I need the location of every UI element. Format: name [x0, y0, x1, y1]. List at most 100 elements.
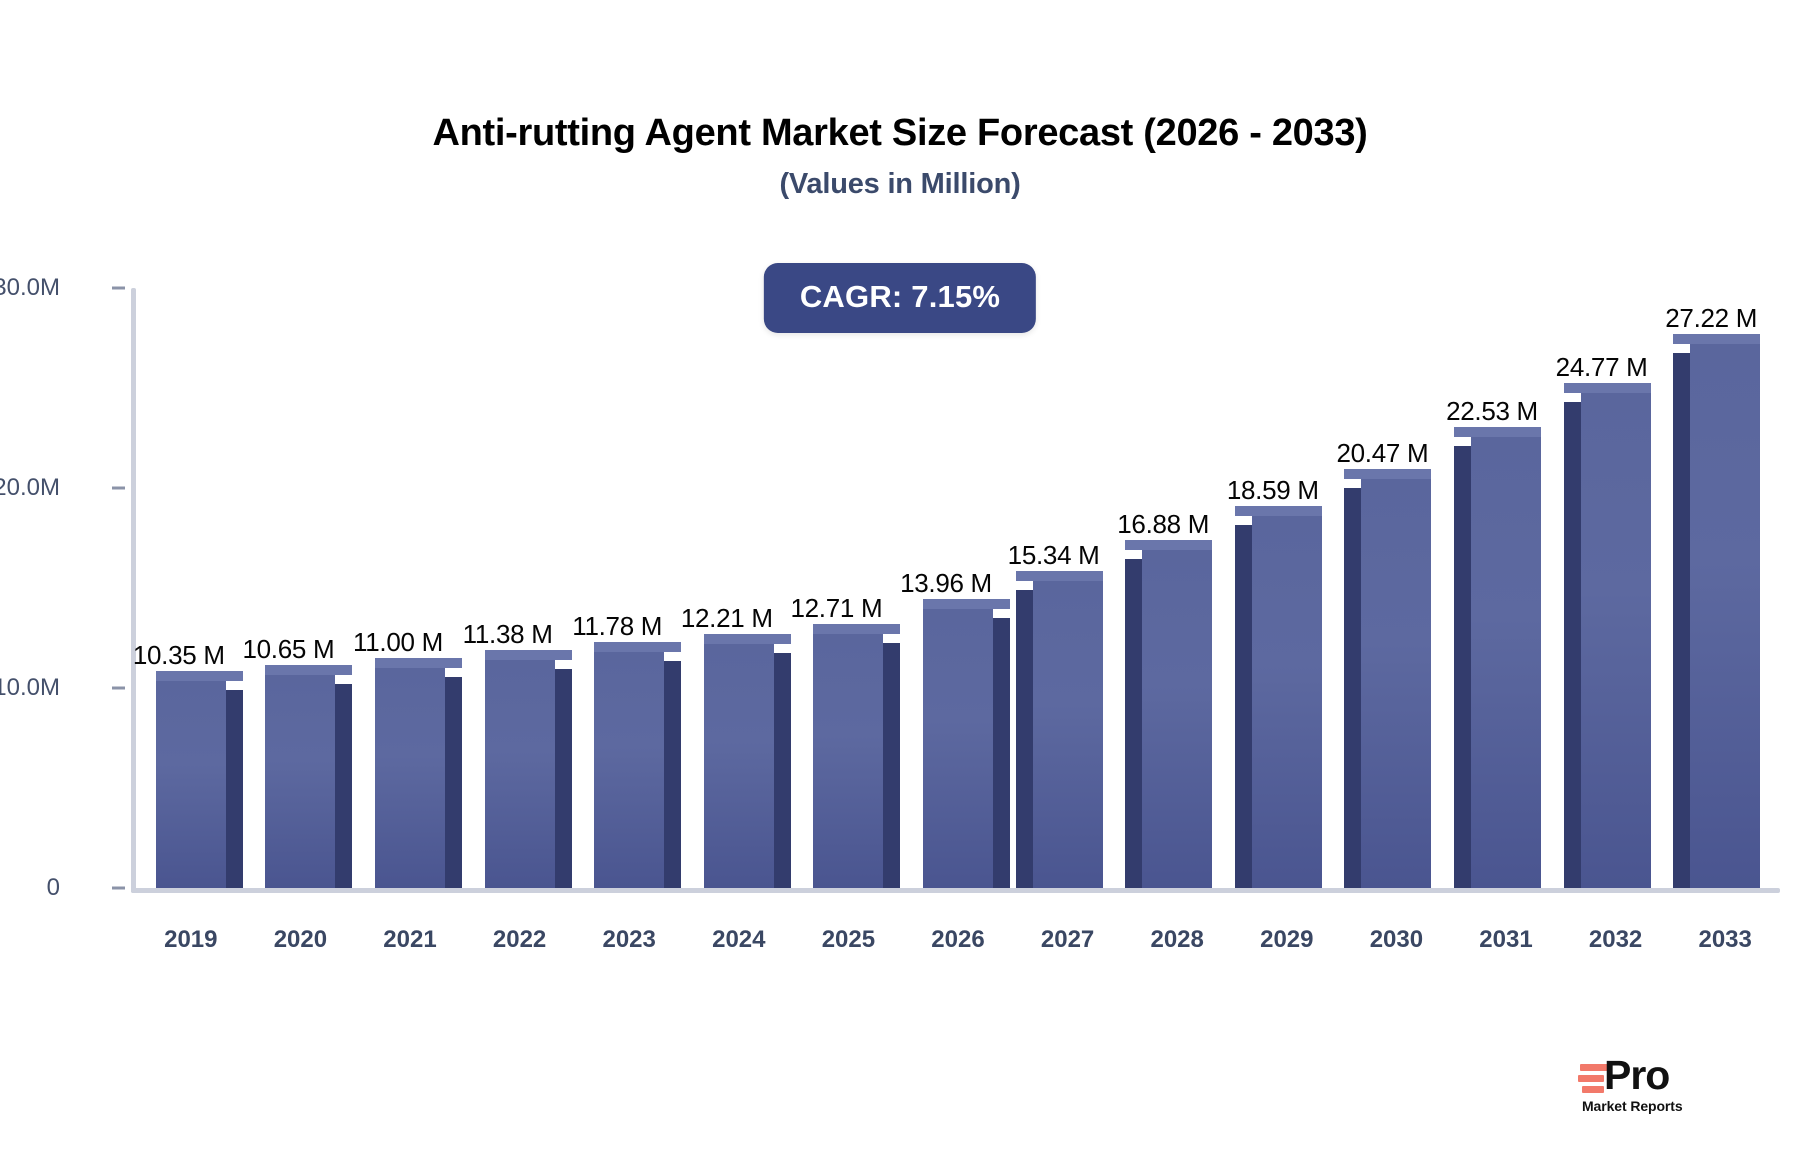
bar-top-face [1563, 382, 1651, 393]
x-axis-label-2028: 2028 [1150, 926, 1204, 953]
bar-body [1344, 468, 1432, 888]
bar-2030[interactable]: 20.47 M [1336, 438, 1432, 888]
x-axis-label-2033: 2033 [1698, 926, 1752, 953]
bar-side-face [1015, 590, 1033, 888]
x-axis-label-2032: 2032 [1588, 926, 1643, 953]
bar-top-face [1673, 333, 1761, 344]
bar-2029[interactable]: 18.59 M [1227, 475, 1322, 888]
x-axis-label-2030: 2030 [1369, 926, 1424, 953]
bar-side-face [225, 690, 243, 888]
y-tick-mark [112, 686, 125, 690]
bar-body [1673, 333, 1761, 888]
x-axis-label-2019: 2019 [164, 926, 218, 953]
x-axis-label-2024: 2024 [712, 926, 766, 953]
bar-2027[interactable]: 15.34 M [1008, 540, 1103, 888]
bar-side-face [335, 684, 353, 888]
bar-front-face [703, 643, 774, 888]
bar-front-face [155, 681, 226, 888]
bar-value-label: 27.22 M [1665, 302, 1758, 333]
bar-side-face [1454, 446, 1471, 888]
bar-top-face [1125, 540, 1213, 551]
bar-top-face [1234, 506, 1322, 517]
bar-value-label: 24.77 M [1555, 351, 1648, 382]
y-tick-label: 30.0M [0, 274, 60, 301]
page-title: Anti-rutting Agent Market Size Forecast … [432, 112, 1368, 154]
bar-top-face [1344, 468, 1432, 479]
bar-front-face [1361, 478, 1432, 888]
x-axis-label-2031: 2031 [1479, 926, 1533, 953]
x-axis-line [131, 888, 1780, 893]
bar-body [265, 665, 353, 888]
bar-body [375, 658, 462, 888]
bar-body [813, 623, 901, 888]
bar-group: 10.35 M 10.65 M 11.00 M 11.38 M 11.78 M 12.21… [133, 280, 1780, 893]
x-axis-label-2020: 2020 [273, 926, 328, 953]
logo-name: Pro [1604, 1052, 1670, 1098]
x-axis-labels: 2019 2020 2021 2022 2023 2024 2025 2026 2027 2028… [136, 926, 1780, 966]
bar-2024[interactable]: 12.21 M [681, 603, 791, 888]
bar-side-face [554, 669, 572, 888]
bar-top-face [484, 650, 572, 661]
logo-tagline: Market Reports [1582, 1098, 1683, 1114]
y-tick-label: 10.0M [0, 674, 60, 701]
bar-front-face [1690, 343, 1761, 888]
bar-side-face [773, 652, 791, 888]
bar-2022[interactable]: 11.38 M [463, 619, 572, 888]
x-axis-label-2023: 2023 [602, 926, 656, 953]
bar-front-face [484, 660, 555, 888]
bar-top-face [1015, 571, 1103, 582]
x-axis-label-2022: 2022 [492, 926, 547, 953]
bar-value-label: 11.38 M [462, 619, 553, 650]
bar-front-face [265, 675, 336, 888]
bar-front-face [1142, 550, 1213, 888]
bar-body [594, 642, 682, 888]
bar-top-face [155, 671, 243, 681]
x-axis-label-2025: 2025 [821, 926, 876, 953]
bar-front-face [375, 668, 445, 888]
bar-value-label: 12.71 M [790, 592, 883, 623]
bar-top-face [813, 623, 901, 634]
bar-side-face [1344, 487, 1362, 888]
bar-value-label: 10.65 M [242, 634, 335, 664]
bar-2021[interactable]: 11.00 M [353, 627, 462, 888]
cagr-badge: CAGR: 7.15% [763, 263, 1037, 333]
bar-front-face [1580, 392, 1651, 888]
bar-side-face [1125, 559, 1143, 888]
bar-front-face [1251, 516, 1322, 888]
y-tick-label: 20.0M [0, 474, 60, 501]
bar-value-label: 16.88 M [1117, 509, 1210, 540]
bar-side-face [1673, 352, 1691, 888]
bar-2025[interactable]: 12.71 M [790, 593, 901, 888]
bar-body [1234, 506, 1322, 888]
bar-2028[interactable]: 16.88 M [1117, 509, 1213, 888]
bar-body [1015, 571, 1103, 888]
bar-top-face [1454, 427, 1541, 438]
logo: Pro Market Reports [1578, 1052, 1758, 1120]
bar-top-face [703, 633, 791, 644]
bar-body [484, 650, 572, 888]
bar-2031[interactable]: 22.53 M [1446, 396, 1541, 888]
bar-2032[interactable]: 24.77 M [1556, 352, 1651, 888]
y-tick-mark [112, 886, 125, 890]
bar-2020[interactable]: 10.65 M [242, 634, 353, 888]
x-axis-label-2021: 2021 [383, 926, 437, 953]
bar-body [1454, 427, 1541, 888]
bar-top-face [923, 598, 1010, 609]
x-axis-label-2027: 2027 [1040, 926, 1095, 953]
bar-side-face [1234, 525, 1252, 888]
bar-front-face [813, 633, 884, 888]
bar-2033[interactable]: 27.22 M [1665, 303, 1761, 888]
x-axis-label-2026: 2026 [931, 926, 985, 953]
bar-body [1125, 540, 1213, 888]
bar-2026[interactable]: 13.96 M [900, 568, 1010, 888]
bar-value-label: 12.21 M [680, 602, 773, 633]
bar-value-label: 18.59 M [1226, 475, 1319, 506]
bar-value-label: 22.53 M [1446, 396, 1538, 427]
bar-top-face [265, 665, 353, 675]
bar-front-face [1471, 437, 1541, 888]
y-tick-label: 0 [46, 874, 60, 901]
bar-2019[interactable]: 10.35 M [133, 640, 243, 888]
bar-2023[interactable]: 11.78 M [572, 611, 682, 888]
bar-top-face [375, 658, 462, 668]
